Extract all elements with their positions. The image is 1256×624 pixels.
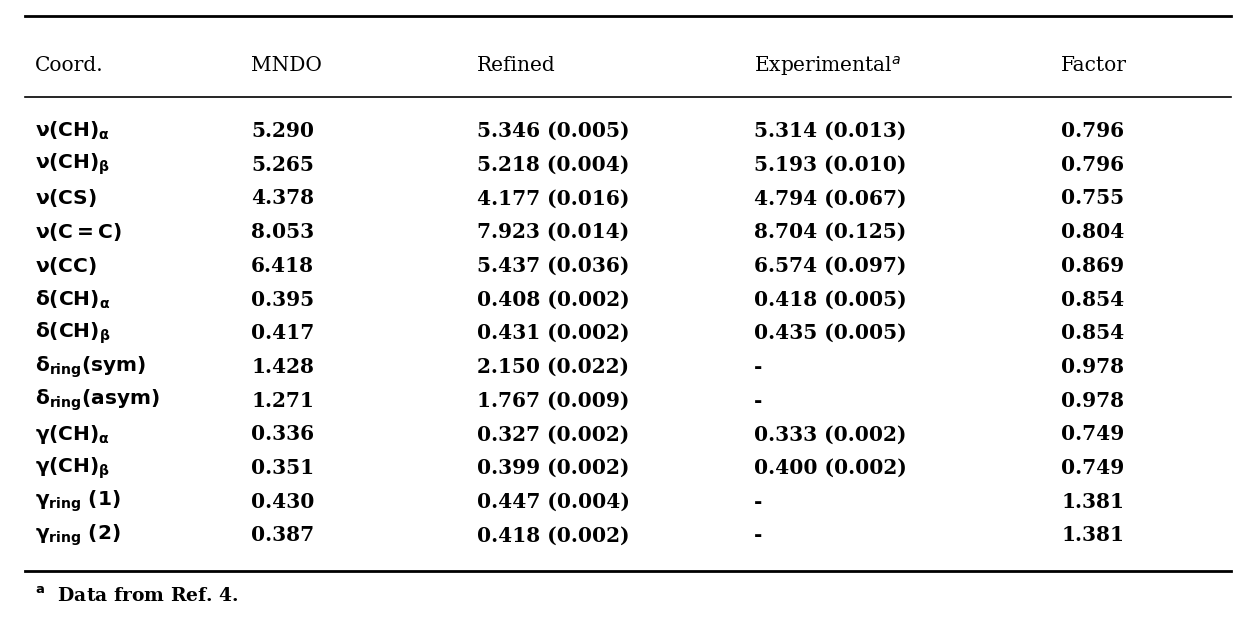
Text: -: -	[754, 492, 762, 512]
Text: $\mathbf{\gamma}_{\mathbf{ring}}$$\mathbf{\ (1)}$: $\mathbf{\gamma}_{\mathbf{ring}}$$\mathb…	[35, 489, 121, 514]
Text: 0.431 (0.002): 0.431 (0.002)	[477, 323, 629, 343]
Text: 0.351: 0.351	[251, 458, 314, 478]
Text: $\mathbf{\nu}$$\mathbf{(C{=}C)}$: $\mathbf{\nu}$$\mathbf{(C{=}C)}$	[35, 221, 122, 243]
Text: $\mathbf{\nu}$$\mathbf{(CS)}$: $\mathbf{\nu}$$\mathbf{(CS)}$	[35, 187, 97, 210]
Text: $\mathbf{\delta}_{\mathbf{ring}}$$\mathbf{(sym)}$: $\mathbf{\delta}_{\mathbf{ring}}$$\mathb…	[35, 354, 147, 379]
Text: $\mathbf{\delta}$$\mathbf{(CH)}_{\mathbf{\beta}}$: $\mathbf{\delta}$$\mathbf{(CH)}_{\mathbf…	[35, 321, 111, 346]
Text: 0.336: 0.336	[251, 424, 314, 444]
Text: 6.418: 6.418	[251, 256, 314, 276]
Text: 0.430: 0.430	[251, 492, 314, 512]
Text: 5.314 (0.013): 5.314 (0.013)	[754, 121, 906, 141]
Text: 0.804: 0.804	[1061, 222, 1124, 242]
Text: 0.400 (0.002): 0.400 (0.002)	[754, 458, 907, 478]
Text: -: -	[754, 525, 762, 545]
Text: $\mathbf{\delta}_{\mathbf{ring}}$$\mathbf{(asym)}$: $\mathbf{\delta}_{\mathbf{ring}}$$\mathb…	[35, 388, 160, 413]
Text: 5.265: 5.265	[251, 155, 314, 175]
Text: $\mathbf{\gamma}$$\mathbf{(CH)}_{\mathbf{\beta}}$: $\mathbf{\gamma}$$\mathbf{(CH)}_{\mathbf…	[35, 456, 111, 480]
Text: 6.574 (0.097): 6.574 (0.097)	[754, 256, 906, 276]
Text: $\mathbf{\nu}$$\mathbf{(CC)}$: $\mathbf{\nu}$$\mathbf{(CC)}$	[35, 255, 97, 277]
Text: 0.978: 0.978	[1061, 357, 1124, 377]
Text: 0.447 (0.004): 0.447 (0.004)	[477, 492, 631, 512]
Text: 7.923 (0.014): 7.923 (0.014)	[477, 222, 629, 242]
Text: Experimental$^{a}$: Experimental$^{a}$	[754, 54, 901, 77]
Text: 8.053: 8.053	[251, 222, 314, 242]
Text: $\mathbf{\nu}$$\mathbf{(CH)}_{\mathbf{\beta}}$: $\mathbf{\nu}$$\mathbf{(CH)}_{\mathbf{\b…	[35, 152, 111, 177]
Text: 0.854: 0.854	[1061, 323, 1124, 343]
Text: -: -	[754, 391, 762, 411]
Text: 0.327 (0.002): 0.327 (0.002)	[477, 424, 629, 444]
Text: 1.428: 1.428	[251, 357, 314, 377]
Text: 0.395: 0.395	[251, 290, 314, 310]
Text: 0.418 (0.005): 0.418 (0.005)	[754, 290, 907, 310]
Text: 1.767 (0.009): 1.767 (0.009)	[477, 391, 629, 411]
Text: 1.271: 1.271	[251, 391, 314, 411]
Text: 0.796: 0.796	[1061, 155, 1124, 175]
Text: MNDO: MNDO	[251, 56, 322, 75]
Text: $\mathbf{\delta}$$\mathbf{(CH)}_{\mathbf{\alpha}}$: $\mathbf{\delta}$$\mathbf{(CH)}_{\mathbf…	[35, 288, 111, 311]
Text: 1.381: 1.381	[1061, 525, 1124, 545]
Text: 2.150 (0.022): 2.150 (0.022)	[477, 357, 629, 377]
Text: 4.794 (0.067): 4.794 (0.067)	[754, 188, 906, 208]
Text: Factor: Factor	[1061, 56, 1128, 75]
Text: 0.417: 0.417	[251, 323, 314, 343]
Text: 8.704 (0.125): 8.704 (0.125)	[754, 222, 906, 242]
Text: 5.193 (0.010): 5.193 (0.010)	[754, 155, 906, 175]
Text: 0.749: 0.749	[1061, 458, 1124, 478]
Text: 0.854: 0.854	[1061, 290, 1124, 310]
Text: 0.387: 0.387	[251, 525, 314, 545]
Text: 5.290: 5.290	[251, 121, 314, 141]
Text: 0.978: 0.978	[1061, 391, 1124, 411]
Text: Coord.: Coord.	[35, 56, 104, 75]
Text: 0.333 (0.002): 0.333 (0.002)	[754, 424, 906, 444]
Text: 0.755: 0.755	[1061, 188, 1124, 208]
Text: $\mathbf{\gamma}$$\mathbf{(CH)}_{\mathbf{\alpha}}$: $\mathbf{\gamma}$$\mathbf{(CH)}_{\mathbf…	[35, 423, 111, 446]
Text: 5.346 (0.005): 5.346 (0.005)	[477, 121, 629, 141]
Text: 0.408 (0.002): 0.408 (0.002)	[477, 290, 631, 310]
Text: 0.435 (0.005): 0.435 (0.005)	[754, 323, 907, 343]
Text: 0.749: 0.749	[1061, 424, 1124, 444]
Text: 0.869: 0.869	[1061, 256, 1124, 276]
Text: $\mathbf{\gamma}_{\mathbf{ring}}$$\mathbf{\ (2)}$: $\mathbf{\gamma}_{\mathbf{ring}}$$\mathb…	[35, 523, 121, 548]
Text: 4.177 (0.016): 4.177 (0.016)	[477, 188, 629, 208]
Text: 5.437 (0.036): 5.437 (0.036)	[477, 256, 629, 276]
Text: 0.399 (0.002): 0.399 (0.002)	[477, 458, 629, 478]
Text: 0.418 (0.002): 0.418 (0.002)	[477, 525, 629, 545]
Text: 1.381: 1.381	[1061, 492, 1124, 512]
Text: $\mathbf{^{a}}$  Data from Ref. 4.: $\mathbf{^{a}}$ Data from Ref. 4.	[35, 586, 239, 606]
Text: Refined: Refined	[477, 56, 556, 75]
Text: 0.796: 0.796	[1061, 121, 1124, 141]
Text: $\mathbf{\nu}$$\mathbf{(CH)}_{\mathbf{\alpha}}$: $\mathbf{\nu}$$\mathbf{(CH)}_{\mathbf{\a…	[35, 120, 111, 142]
Text: 4.378: 4.378	[251, 188, 314, 208]
Text: -: -	[754, 357, 762, 377]
Text: 5.218 (0.004): 5.218 (0.004)	[477, 155, 629, 175]
